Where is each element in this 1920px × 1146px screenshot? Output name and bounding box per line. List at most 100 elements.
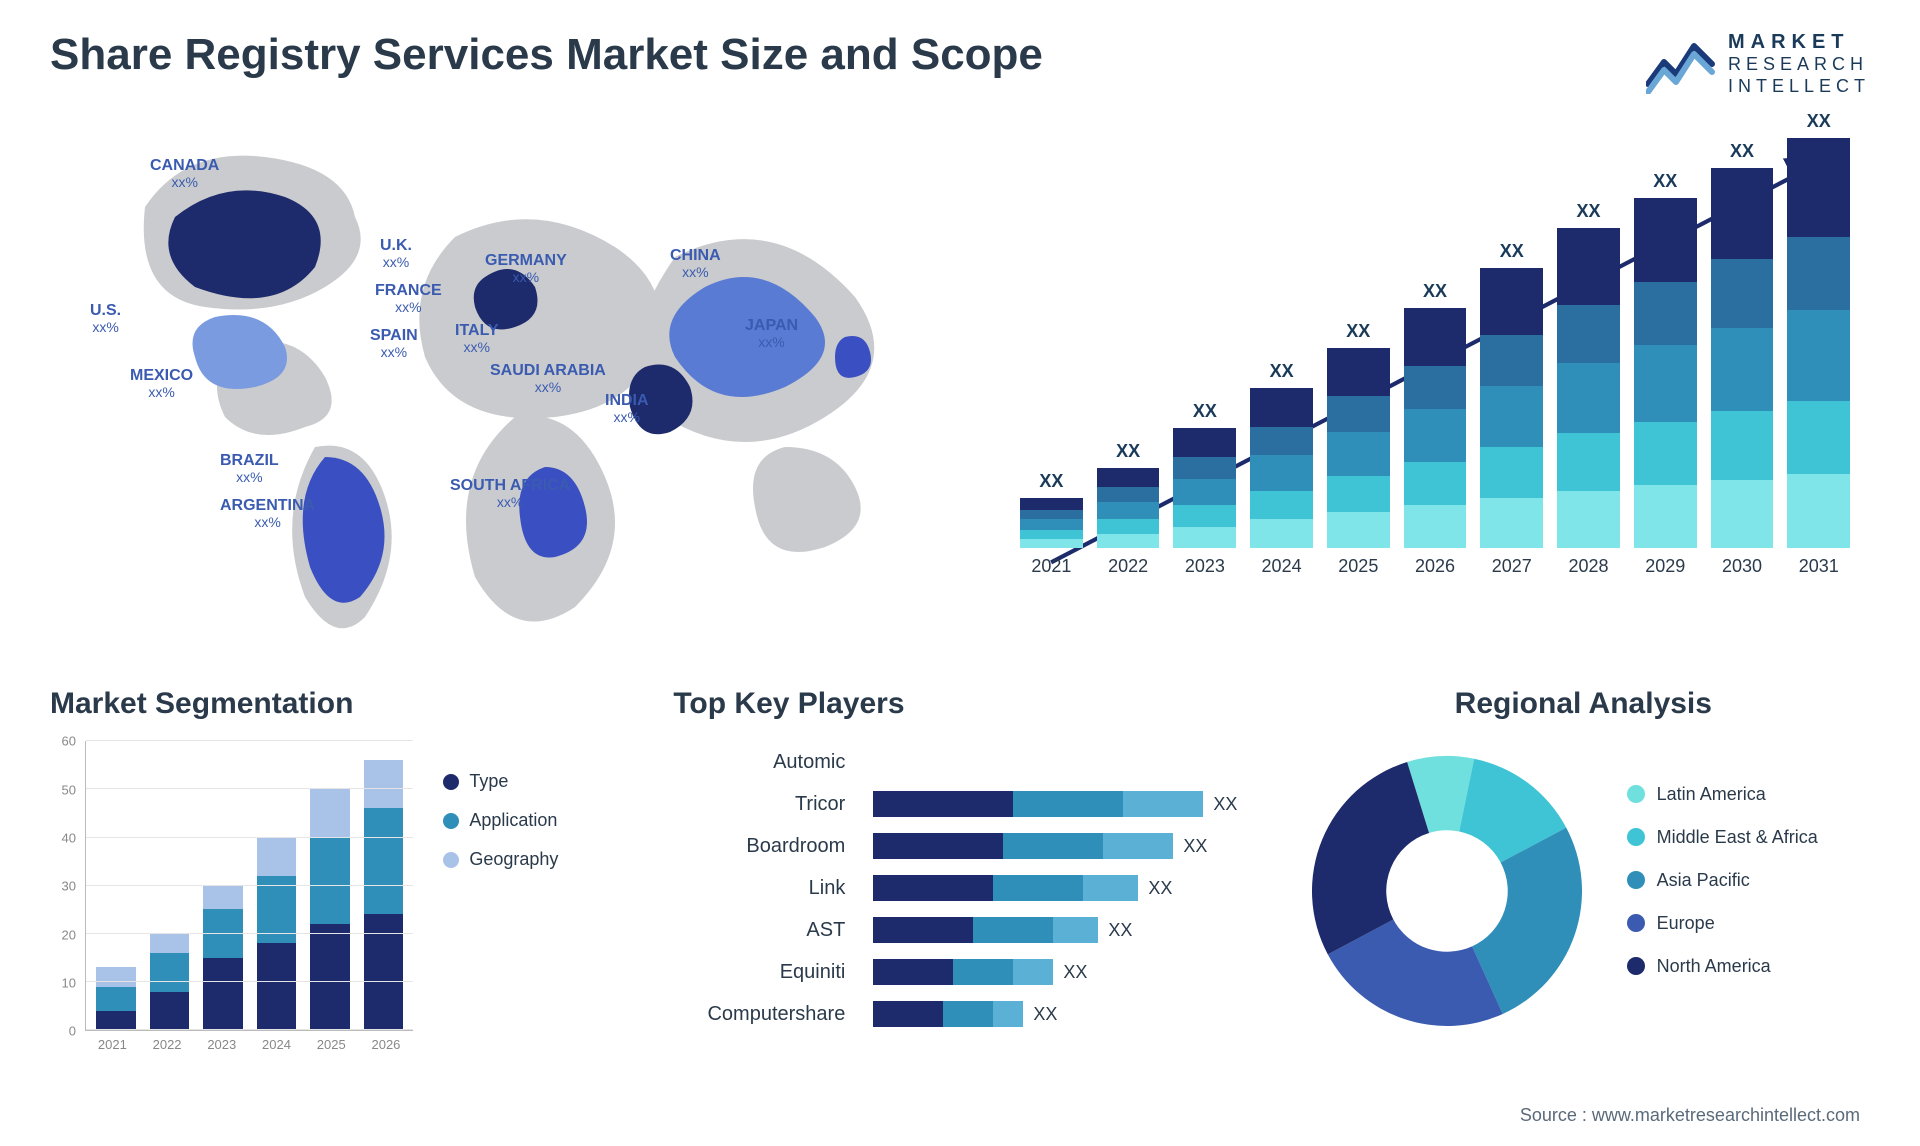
top-row: CANADAxx%U.S.xx%MEXICOxx%BRAZILxx%ARGENT…	[50, 117, 1870, 637]
header: Share Registry Services Market Size and …	[50, 30, 1870, 97]
source-attribution: Source : www.marketresearchintellect.com	[1520, 1105, 1860, 1126]
growth-bar: XX 2029	[1634, 171, 1697, 577]
player-name: Tricor	[673, 783, 853, 825]
logo-text-1: MARKET	[1728, 30, 1870, 54]
player-name: Automic	[673, 741, 853, 783]
map-label: BRAZILxx%	[220, 452, 279, 485]
player-labels: AutomicTricorBoardroomLinkASTEquinitiCom…	[673, 741, 853, 1035]
logo-text-3: INTELLECT	[1728, 76, 1870, 98]
legend-item: Application	[443, 810, 623, 831]
growth-bar: XX 2021	[1020, 471, 1083, 577]
regional-donut-chart	[1297, 741, 1597, 1041]
map-label: SAUDI ARABIAxx%	[490, 362, 606, 395]
growth-bar-value: XX	[1577, 201, 1601, 222]
growth-bar: XX2026	[1404, 281, 1467, 577]
brand-logo: MARKET RESEARCH INTELLECT	[1646, 30, 1870, 97]
player-value: XX	[1148, 878, 1172, 899]
map-label: CHINAxx%	[670, 247, 721, 280]
legend-item: Europe	[1627, 913, 1870, 934]
bottom-row: Market Segmentation 0102030405060 202120…	[50, 687, 1870, 1061]
segmentation-year-label: 2023	[194, 1031, 249, 1061]
player-value: XX	[1108, 920, 1132, 941]
player-bar-row: XX	[873, 783, 1246, 825]
segmentation-bar	[203, 885, 243, 1030]
player-bar-row: XX	[873, 951, 1246, 993]
growth-bar-year: 2028	[1568, 556, 1608, 577]
segmentation-bar	[310, 789, 350, 1031]
player-name: Equiniti	[673, 951, 853, 993]
growth-bar-value: XX	[1039, 471, 1063, 492]
segmentation-year-label: 2021	[85, 1031, 140, 1061]
player-value: XX	[1213, 794, 1237, 815]
map-label: JAPANxx%	[745, 317, 798, 350]
map-label: U.S.xx%	[90, 302, 121, 335]
growth-bar: XX 2025	[1327, 321, 1390, 577]
segmentation-chart: 0102030405060 202120222023202420252026	[50, 741, 413, 1061]
player-value: XX	[1033, 1004, 1057, 1025]
map-label: SOUTH AFRICAxx%	[450, 477, 570, 510]
growth-bar-chart: XX2021XX2022XX2023XX2024XX2025XX2026XX20…	[980, 117, 1870, 637]
segmentation-bar	[96, 967, 136, 1030]
regional-legend: Latin America Middle East & Africa Asia Pa…	[1627, 784, 1870, 999]
player-bar-row: XX	[873, 909, 1246, 951]
regional-section: Regional Analysis Latin America Middle Ea…	[1297, 687, 1870, 1061]
growth-bar-value: XX	[1423, 281, 1447, 302]
segmentation-legend: TypeApplicationGeography	[443, 741, 623, 1061]
player-bar-row: XX	[873, 993, 1246, 1035]
growth-bar-year: 2027	[1492, 556, 1532, 577]
legend-item: Latin America	[1627, 784, 1870, 805]
growth-bar-year: 2021	[1031, 556, 1071, 577]
player-bars: XX XX XX XX XX XX	[873, 741, 1246, 1035]
player-name: Computershare	[673, 993, 853, 1035]
key-players-title: Top Key Players	[673, 687, 1246, 721]
world-map-panel: CANADAxx%U.S.xx%MEXICOxx%BRAZILxx%ARGENT…	[50, 117, 940, 637]
segmentation-year-label: 2024	[249, 1031, 304, 1061]
player-name: Link	[673, 867, 853, 909]
player-name: Boardroom	[673, 825, 853, 867]
growth-bar-year: 2023	[1185, 556, 1225, 577]
player-bar-row: XX	[873, 825, 1246, 867]
map-label: ITALYxx%	[455, 322, 499, 355]
legend-item: Geography	[443, 849, 623, 870]
logo-text-2: RESEARCH	[1728, 54, 1870, 76]
map-label: GERMANYxx%	[485, 252, 567, 285]
growth-bar-value: XX	[1346, 321, 1370, 342]
growth-bar: XX2024	[1250, 361, 1313, 577]
segmentation-year-label: 2026	[359, 1031, 414, 1061]
growth-bar: XX 2031	[1787, 111, 1850, 577]
growth-bar-year: 2022	[1108, 556, 1148, 577]
growth-bar: XX 2027	[1480, 241, 1543, 577]
growth-bar-year: 2031	[1799, 556, 1839, 577]
player-bar-row: XX	[873, 867, 1246, 909]
logo-icon	[1646, 34, 1716, 94]
growth-bar-value: XX	[1270, 361, 1294, 382]
growth-bar-value: XX	[1653, 171, 1677, 192]
growth-chart-panel: XX2021XX2022XX2023XX2024XX2025XX2026XX20…	[980, 117, 1870, 637]
growth-bar: XX 2022	[1097, 441, 1160, 577]
growth-bar-year: 2025	[1338, 556, 1378, 577]
player-value: XX	[1183, 836, 1207, 857]
growth-bar-value: XX	[1807, 111, 1831, 132]
growth-bar-value: XX	[1193, 401, 1217, 422]
growth-bar: XX 2028	[1557, 201, 1620, 577]
legend-item: North America	[1627, 956, 1870, 977]
segmentation-title: Market Segmentation	[50, 687, 623, 721]
growth-bar-value: XX	[1730, 141, 1754, 162]
growth-bar-year: 2029	[1645, 556, 1685, 577]
growth-bar-value: XX	[1500, 241, 1524, 262]
map-label: ARGENTINAxx%	[220, 497, 315, 530]
player-value: XX	[1063, 962, 1087, 983]
map-label: INDIAxx%	[605, 392, 649, 425]
player-bar-row	[873, 741, 1246, 783]
legend-item: Middle East & Africa	[1627, 827, 1870, 848]
segmentation-section: Market Segmentation 0102030405060 202120…	[50, 687, 623, 1061]
growth-bar: XX2030	[1711, 141, 1774, 577]
legend-item: Asia Pacific	[1627, 870, 1870, 891]
growth-bar-value: XX	[1116, 441, 1140, 462]
regional-title: Regional Analysis	[1297, 687, 1870, 721]
map-label: MEXICOxx%	[130, 367, 193, 400]
map-label: FRANCExx%	[375, 282, 442, 315]
player-name: AST	[673, 909, 853, 951]
map-label: SPAINxx%	[370, 327, 418, 360]
map-label: U.K.xx%	[380, 237, 412, 270]
